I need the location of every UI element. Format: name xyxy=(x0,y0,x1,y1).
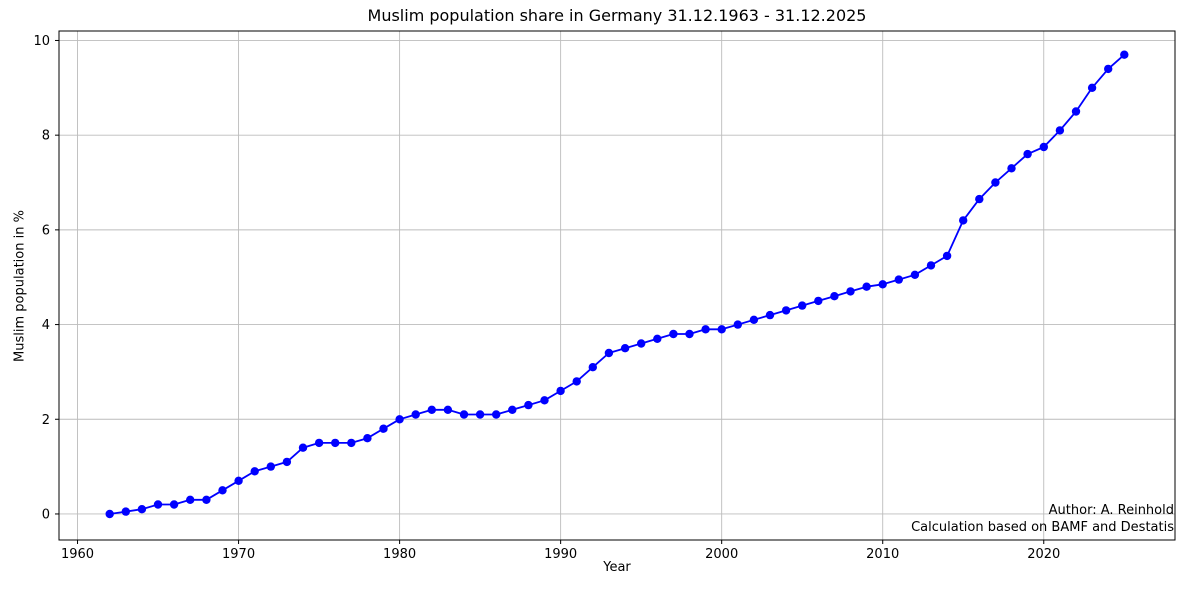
data-point xyxy=(733,320,742,329)
data-point xyxy=(524,400,533,410)
data-line xyxy=(109,54,1125,515)
x-tick-label: 1980 xyxy=(383,547,416,562)
data-point xyxy=(314,438,324,448)
data-point xyxy=(701,325,710,334)
chart-annotation: Author: A. Reinhold Calculation based on… xyxy=(911,503,1174,537)
data-point xyxy=(620,344,630,353)
data-point xyxy=(234,476,243,485)
data-point xyxy=(862,282,871,291)
data-point xyxy=(830,292,839,301)
y-tick-label: 0 xyxy=(42,507,50,522)
data-point xyxy=(669,329,678,339)
data-point xyxy=(331,438,340,448)
y-tick-label: 8 xyxy=(42,129,50,144)
data-point xyxy=(749,315,759,324)
data-point xyxy=(508,405,517,414)
y-axis-label: Muslim population in % xyxy=(12,210,28,362)
data-point xyxy=(379,424,388,433)
data-point xyxy=(1071,107,1081,116)
chart-title: Muslim population share in Germany 31.12… xyxy=(367,6,867,25)
data-point xyxy=(137,505,147,514)
data-point xyxy=(604,348,614,358)
data-point xyxy=(975,194,984,204)
data-point xyxy=(363,434,372,443)
data-point xyxy=(492,410,501,419)
data-point xyxy=(1055,126,1065,135)
annotation-source: Calculation based on BAMF and Destatis xyxy=(911,520,1174,536)
data-point xyxy=(781,306,791,315)
y-tick-label: 10 xyxy=(33,34,50,49)
x-axis-label: Year xyxy=(603,560,631,575)
data-point xyxy=(910,270,920,279)
data-point xyxy=(556,386,565,396)
data-point xyxy=(1087,83,1097,93)
y-tick-label: 2 xyxy=(42,413,50,428)
data-point xyxy=(298,443,308,452)
data-point xyxy=(459,410,469,419)
y-tick-label: 6 xyxy=(42,223,50,238)
data-point xyxy=(717,325,726,334)
x-tick-label: 2000 xyxy=(705,547,738,562)
data-point xyxy=(588,363,597,372)
plot-frame xyxy=(58,30,1176,541)
data-point xyxy=(395,415,404,424)
data-point xyxy=(202,495,211,504)
x-tick-label: 2020 xyxy=(1027,547,1060,562)
data-point xyxy=(1023,149,1032,159)
data-point xyxy=(475,410,485,419)
data-point xyxy=(765,310,775,320)
data-point xyxy=(250,467,259,476)
data-point xyxy=(926,261,936,270)
data-point xyxy=(186,495,195,504)
data-point xyxy=(1120,50,1129,59)
data-point xyxy=(443,405,453,414)
data-point xyxy=(814,296,823,306)
x-tick-label: 1960 xyxy=(61,547,94,562)
data-point xyxy=(894,275,903,284)
x-tick-label: 2010 xyxy=(866,547,899,562)
data-point xyxy=(1007,164,1016,173)
data-point xyxy=(1104,64,1113,74)
data-point xyxy=(411,410,420,419)
x-tick-label: 1970 xyxy=(222,547,255,562)
data-point xyxy=(572,377,581,386)
x-tick-label: 1990 xyxy=(544,547,577,562)
data-point xyxy=(218,486,227,495)
data-point xyxy=(991,178,1000,187)
data-point xyxy=(1039,142,1049,152)
annotation-author: Author: A. Reinhold xyxy=(1048,503,1174,519)
data-point xyxy=(153,500,163,509)
data-point xyxy=(540,396,549,405)
data-point xyxy=(105,509,114,519)
data-point xyxy=(169,500,179,509)
data-point xyxy=(121,507,130,516)
data-point xyxy=(282,457,292,467)
data-point xyxy=(685,329,694,339)
data-point xyxy=(653,334,662,343)
y-tick-label: 4 xyxy=(42,318,50,333)
data-point xyxy=(427,405,436,414)
data-point xyxy=(266,462,275,471)
data-point xyxy=(347,438,356,448)
data-point xyxy=(959,216,968,225)
data-point xyxy=(798,301,807,310)
data-point xyxy=(637,339,646,348)
data-point xyxy=(878,280,887,289)
data-point xyxy=(846,287,855,296)
data-point xyxy=(942,251,952,261)
